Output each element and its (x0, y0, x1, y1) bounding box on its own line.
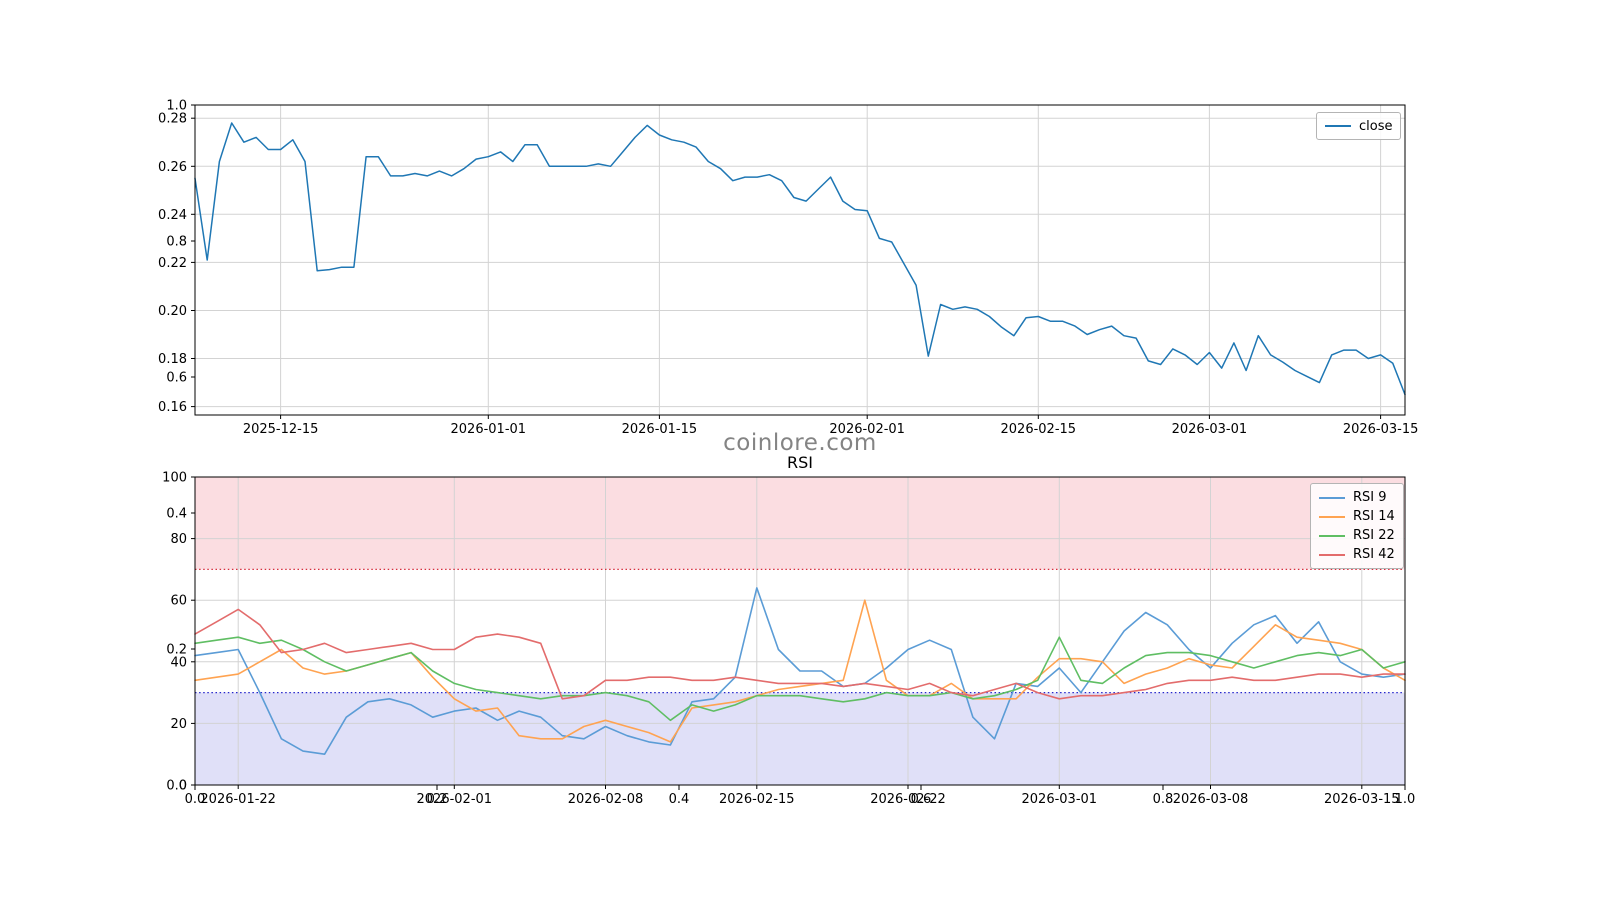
overlay-y-tick-label: 0.6 (166, 371, 187, 386)
watermark: coinlore.com (723, 430, 877, 456)
price-legend: close (1316, 112, 1402, 140)
x-tick-label: 2025-12-15 (243, 422, 319, 437)
band-oversold (195, 692, 1405, 785)
legend-label-rsi14: RSI 14 (1353, 509, 1395, 524)
y-tick-label: 60 (170, 594, 187, 609)
series-close (194, 122, 1406, 396)
overlay-x-tick-label: 1.0 (1395, 792, 1416, 807)
legend-item-rsi9: RSI 9 (1319, 488, 1395, 507)
x-tick-label: 2026-03-15 (1343, 422, 1419, 437)
legend-label-rsi9: RSI 9 (1353, 490, 1387, 505)
legend-item-rsi22: RSI 22 (1319, 526, 1395, 545)
x-tick-label: 2026-03-15 (1324, 792, 1400, 807)
y-tick-label: 40 (170, 655, 187, 670)
x-tick-label: 2026-02-15 (1001, 422, 1077, 437)
y-tick-label: 100 (162, 471, 187, 486)
rsi-legend: RSI 9 RSI 14 RSI 22 RSI 42 (1310, 483, 1404, 569)
overlay-x-tick-label: 0.4 (669, 792, 690, 807)
y-tick-label: 0.20 (158, 304, 187, 319)
y-tick-label: 0.28 (158, 112, 187, 127)
overlay-x-tick-label: 0.0 (185, 792, 206, 807)
x-tick-label: 2026-02-08 (568, 792, 644, 807)
legend-label-close: close (1359, 118, 1393, 134)
rsi9-line-swatch (1319, 496, 1345, 499)
rsi-chart-title: RSI (787, 453, 813, 472)
rsi22-line-swatch (1319, 534, 1345, 537)
x-tick-label: 2026-03-01 (1022, 792, 1098, 807)
legend-label-rsi22: RSI 22 (1353, 528, 1395, 543)
legend-label-rsi42: RSI 42 (1353, 547, 1395, 562)
band-overbought (195, 477, 1405, 570)
overlay-y-tick-label: 0.0 (166, 779, 187, 794)
x-tick-label: 2026-03-08 (1173, 792, 1249, 807)
y-tick-label: 0.22 (158, 256, 187, 271)
legend-item-rsi42: RSI 42 (1319, 545, 1395, 564)
y-tick-label: 0.18 (158, 352, 187, 367)
y-tick-label: 0.16 (158, 400, 187, 415)
x-tick-label: 2026-02-22 (870, 792, 946, 807)
overlay-y-tick-label: 0.8 (166, 235, 187, 250)
overlay-x-tick-label: 0.8 (1153, 792, 1174, 807)
y-tick-label: 20 (170, 717, 187, 732)
overlay-y-tick-label: 1.0 (166, 99, 187, 114)
y-tick-label: 0 (179, 779, 187, 794)
x-tick-label: 2026-01-01 (451, 422, 527, 437)
x-tick-label: 2026-02-15 (719, 792, 795, 807)
overlay-x-tick-label: 0.2 (427, 792, 448, 807)
overlay-x-tick-label: 0.6 (911, 792, 932, 807)
series-rsi-42 (194, 608, 1406, 700)
x-tick-label: 2026-01-15 (622, 422, 698, 437)
series-rsi-22 (194, 636, 1406, 722)
y-tick-label: 80 (170, 532, 187, 547)
legend-item-close: close (1325, 117, 1392, 135)
x-tick-label: 2026-03-01 (1172, 422, 1248, 437)
series-rsi-9 (194, 587, 1406, 756)
close-line-swatch (1325, 125, 1351, 127)
rsi14-line-swatch (1319, 515, 1345, 518)
y-tick-label: 0.26 (158, 160, 187, 175)
legend-item-rsi14: RSI 14 (1319, 507, 1395, 526)
rsi42-line-swatch (1319, 553, 1345, 556)
x-tick-label: 2026-02-01 (829, 422, 905, 437)
x-tick-label: 2026-02-01 (417, 792, 493, 807)
overlay-y-tick-label: 0.4 (166, 507, 187, 522)
x-tick-label: 2026-01-22 (200, 792, 276, 807)
y-tick-label: 0.24 (158, 208, 187, 223)
axes-spines (194, 104, 1406, 416)
axes-spines (194, 476, 1406, 786)
overlay-y-tick-label: 0.2 (166, 643, 187, 658)
